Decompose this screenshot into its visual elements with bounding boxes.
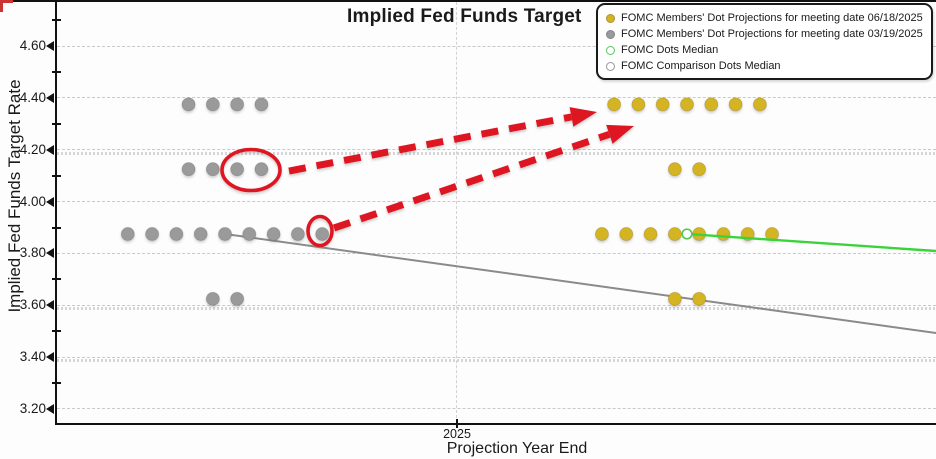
yellow-dot-icon: [606, 13, 615, 23]
projection-dot: [716, 226, 731, 242]
y-tick-label: 4.00: [19, 193, 46, 209]
h-gridline: [57, 149, 936, 151]
projection-dot: [205, 291, 220, 306]
y-tick-arrow-icon: [46, 92, 54, 103]
projection-dot: [254, 162, 269, 177]
h-gridline: [57, 252, 936, 254]
projection-dot: [205, 97, 220, 112]
legend-item-march-dots[interactable]: FOMC Members' Dot Projections for meetin…: [606, 26, 923, 42]
projection-dot: [667, 226, 682, 242]
x-axis-title: Projection Year End: [446, 440, 588, 457]
y-tick-label: 3.40: [19, 349, 46, 365]
dots-median-marker: [681, 228, 693, 240]
y-tick-arrow-icon: [46, 248, 54, 259]
y-tick-label: 4.60: [19, 38, 46, 53]
red-annotations: [220, 107, 634, 248]
projection-dot: [704, 97, 719, 112]
y-tick-label: 3.80: [19, 245, 46, 261]
y-tick-label: 4.40: [19, 89, 46, 105]
legend-item-dots-median[interactable]: FOMC Dots Median: [606, 42, 923, 58]
green-open-circle-icon: [606, 45, 615, 55]
chart-title: Implied Fed Funds Target: [347, 6, 582, 27]
projection-dot: [692, 291, 707, 306]
projection-dot: [169, 226, 184, 242]
red-corner-artifact: [0, 0, 13, 12]
legend-label: FOMC Dots Median: [621, 44, 719, 56]
projection-dot: [145, 226, 160, 242]
projection-dot: [181, 97, 196, 112]
h-gridline: [57, 304, 936, 306]
legend-item-june-dots[interactable]: FOMC Members' Dot Projections for meetin…: [606, 10, 923, 26]
projection-dot: [193, 226, 208, 242]
x-tick-label: 2025: [443, 427, 471, 441]
y-tick-arrow-icon: [46, 352, 54, 363]
dense-gridline: [57, 359, 936, 363]
annotation-arrow-lower-head: [606, 124, 634, 144]
x-tick-mark: [456, 419, 458, 428]
y-tick-label: 4.20: [19, 141, 46, 157]
h-gridline: [57, 201, 936, 203]
dense-gridline: [57, 151, 936, 155]
top-border: [0, 0, 936, 2]
y-tick-arrow-icon: [46, 196, 54, 207]
projection-dot: [217, 226, 233, 242]
y-tick-arrow-icon: [46, 144, 54, 155]
projection-dot: [205, 162, 220, 177]
annotation-arrow-lower-shaft: [332, 131, 611, 232]
march-dots: [120, 97, 330, 306]
projection-dot: [120, 226, 135, 242]
projection-dot: [752, 97, 768, 112]
h-gridline: [57, 45, 936, 47]
annotation-arrow-upper-shaft: [288, 113, 573, 175]
projection-dot: [266, 226, 281, 242]
projection-dot: [254, 97, 269, 112]
gray-open-circle-icon: [606, 61, 615, 71]
projection-dot: [728, 97, 743, 112]
annotation-arrow-upper-head: [569, 107, 597, 127]
projection-dot: [242, 226, 257, 242]
x-axis-line: [55, 423, 936, 425]
projection-dot: [619, 226, 634, 242]
v-gridline-2025: [456, 2, 457, 423]
y-tick-arrow-icon: [46, 41, 54, 51]
legend-label: FOMC Comparison Dots Median: [621, 60, 781, 72]
annotation-circle: [306, 214, 334, 248]
y-tick-arrow-icon: [46, 300, 54, 311]
legend-label: FOMC Members' Dot Projections for meetin…: [621, 28, 923, 40]
projection-dot: [230, 162, 245, 177]
annotation-ellipse: [220, 147, 282, 193]
projection-dot: [315, 226, 330, 242]
projection-dot: [631, 97, 646, 112]
projection-dot: [643, 226, 658, 242]
projection-dot: [667, 291, 682, 306]
legend-box: FOMC Members' Dot Projections for meetin…: [596, 3, 933, 80]
dense-gridline: [57, 307, 936, 311]
projection-dot: [607, 97, 622, 112]
legend-label: FOMC Members' Dot Projections for meetin…: [621, 12, 923, 24]
h-gridline: [57, 97, 936, 99]
projection-dot: [230, 291, 245, 306]
dots-median-line: [686, 232, 936, 253]
h-gridline: [57, 356, 936, 358]
projection-dot: [290, 226, 305, 242]
gray-dot-icon: [606, 29, 615, 39]
dot-clusters: [120, 97, 780, 306]
y-tick-label: 3.20: [19, 400, 46, 416]
y-tick-arrow-icon: [46, 403, 54, 414]
projection-dot: [655, 97, 670, 112]
projection-dot: [181, 162, 196, 177]
y-axis-line: [55, 2, 57, 423]
projection-dot: [667, 162, 682, 177]
comparison-median-line: [224, 232, 936, 334]
legend-item-comparison-median[interactable]: FOMC Comparison Dots Median: [606, 58, 923, 74]
h-gridline: [57, 408, 936, 410]
projection-dot: [230, 97, 245, 112]
y-tick-label: 3.60: [19, 297, 46, 313]
projection-dot: [679, 97, 695, 112]
projection-dot: [692, 162, 707, 177]
projection-dot: [594, 226, 610, 242]
